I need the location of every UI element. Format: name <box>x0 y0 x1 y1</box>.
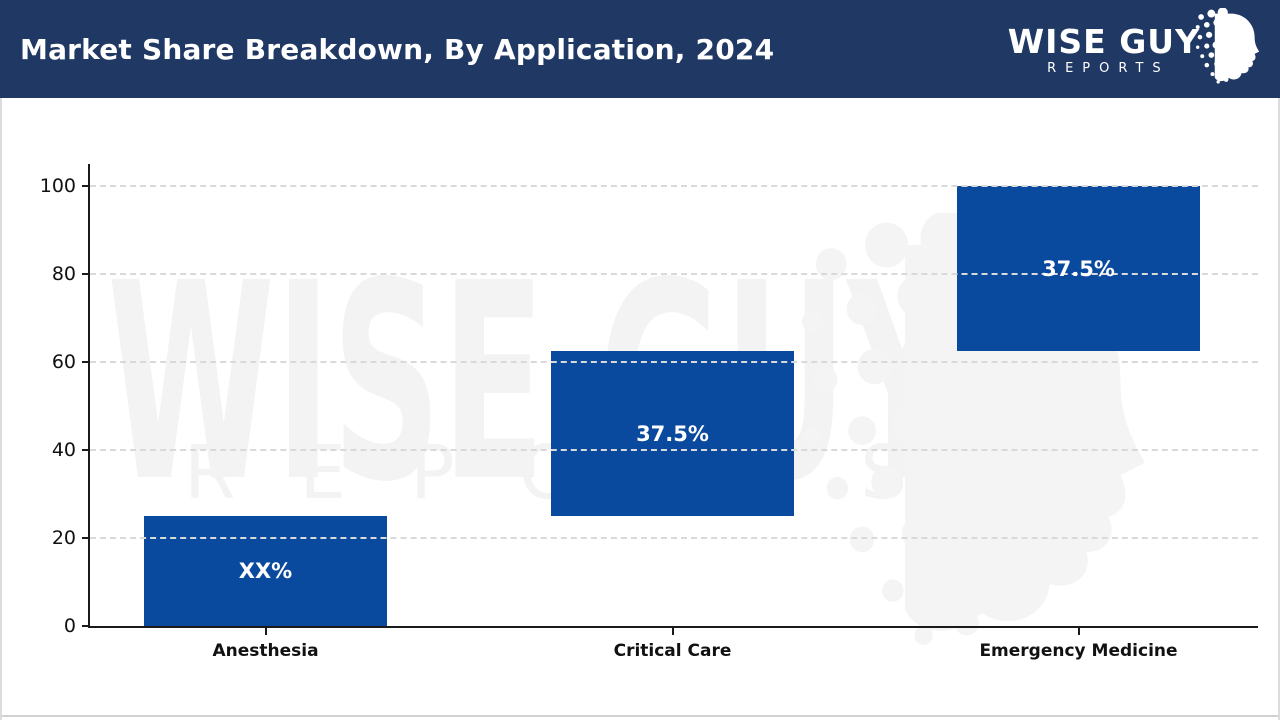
gridline-60 <box>90 361 1258 363</box>
y-tick-label-80: 80 <box>51 263 76 285</box>
y-tick-label-20: 20 <box>51 527 76 549</box>
logo-text: WISE GUY REPORTS <box>1008 25 1200 75</box>
x-tick-1 <box>671 626 674 635</box>
x-axis-line <box>90 626 1258 628</box>
y-tick-label-60: 60 <box>51 351 76 373</box>
y-tick-60 <box>82 361 90 363</box>
gridline-20 <box>90 537 1258 539</box>
x-tick-label-1: Critical Care <box>613 641 732 661</box>
bar-0 <box>144 516 387 626</box>
gridline-40 <box>90 449 1258 451</box>
y-tick-20 <box>82 537 90 539</box>
y-tick-0 <box>82 625 90 627</box>
labels-layer: XX% 37.5% 37.5% <box>2 98 1278 720</box>
y-tick-100 <box>82 185 90 187</box>
bar-value-label-1: 37.5% <box>636 421 709 446</box>
page-title: Market Share Breakdown, By Application, … <box>20 32 775 66</box>
logo-subtitle: REPORTS <box>1047 61 1170 76</box>
header-bar: Market Share Breakdown, By Application, … <box>0 0 1280 98</box>
dotted-face-icon <box>1192 8 1266 92</box>
wise-guy-reports-logo: WISE GUY REPORTS <box>1008 6 1266 94</box>
axis-layer: 0 20 40 60 80 100 Anesthesia Critical Care Emerg… <box>2 98 1278 720</box>
bar-1 <box>551 351 794 516</box>
y-axis-line <box>88 164 90 628</box>
bottom-divider <box>2 715 1278 717</box>
gridline-100 <box>90 185 1258 187</box>
y-tick-label-100: 100 <box>39 175 76 197</box>
chart-area: WISE GUY REPORTS 020406080100AnesthesiaC… <box>0 98 1280 720</box>
y-tick-label-40: 40 <box>51 439 76 461</box>
bar-value-label-2: 37.5% <box>1042 256 1115 281</box>
bar-value-label-0: XX% <box>238 559 293 583</box>
x-tick-label-0: Anesthesia <box>212 641 319 661</box>
x-tick-label-2: Emergency Medicine <box>979 641 1178 661</box>
logo-wordmark: WISE GUY <box>1007 22 1200 61</box>
x-tick-0 <box>264 626 267 635</box>
gridline-80 <box>90 273 1258 275</box>
y-tick-40 <box>82 449 90 451</box>
grid-layer <box>2 98 1278 720</box>
y-tick-80 <box>82 273 90 275</box>
y-tick-label-0: 0 <box>63 615 76 637</box>
